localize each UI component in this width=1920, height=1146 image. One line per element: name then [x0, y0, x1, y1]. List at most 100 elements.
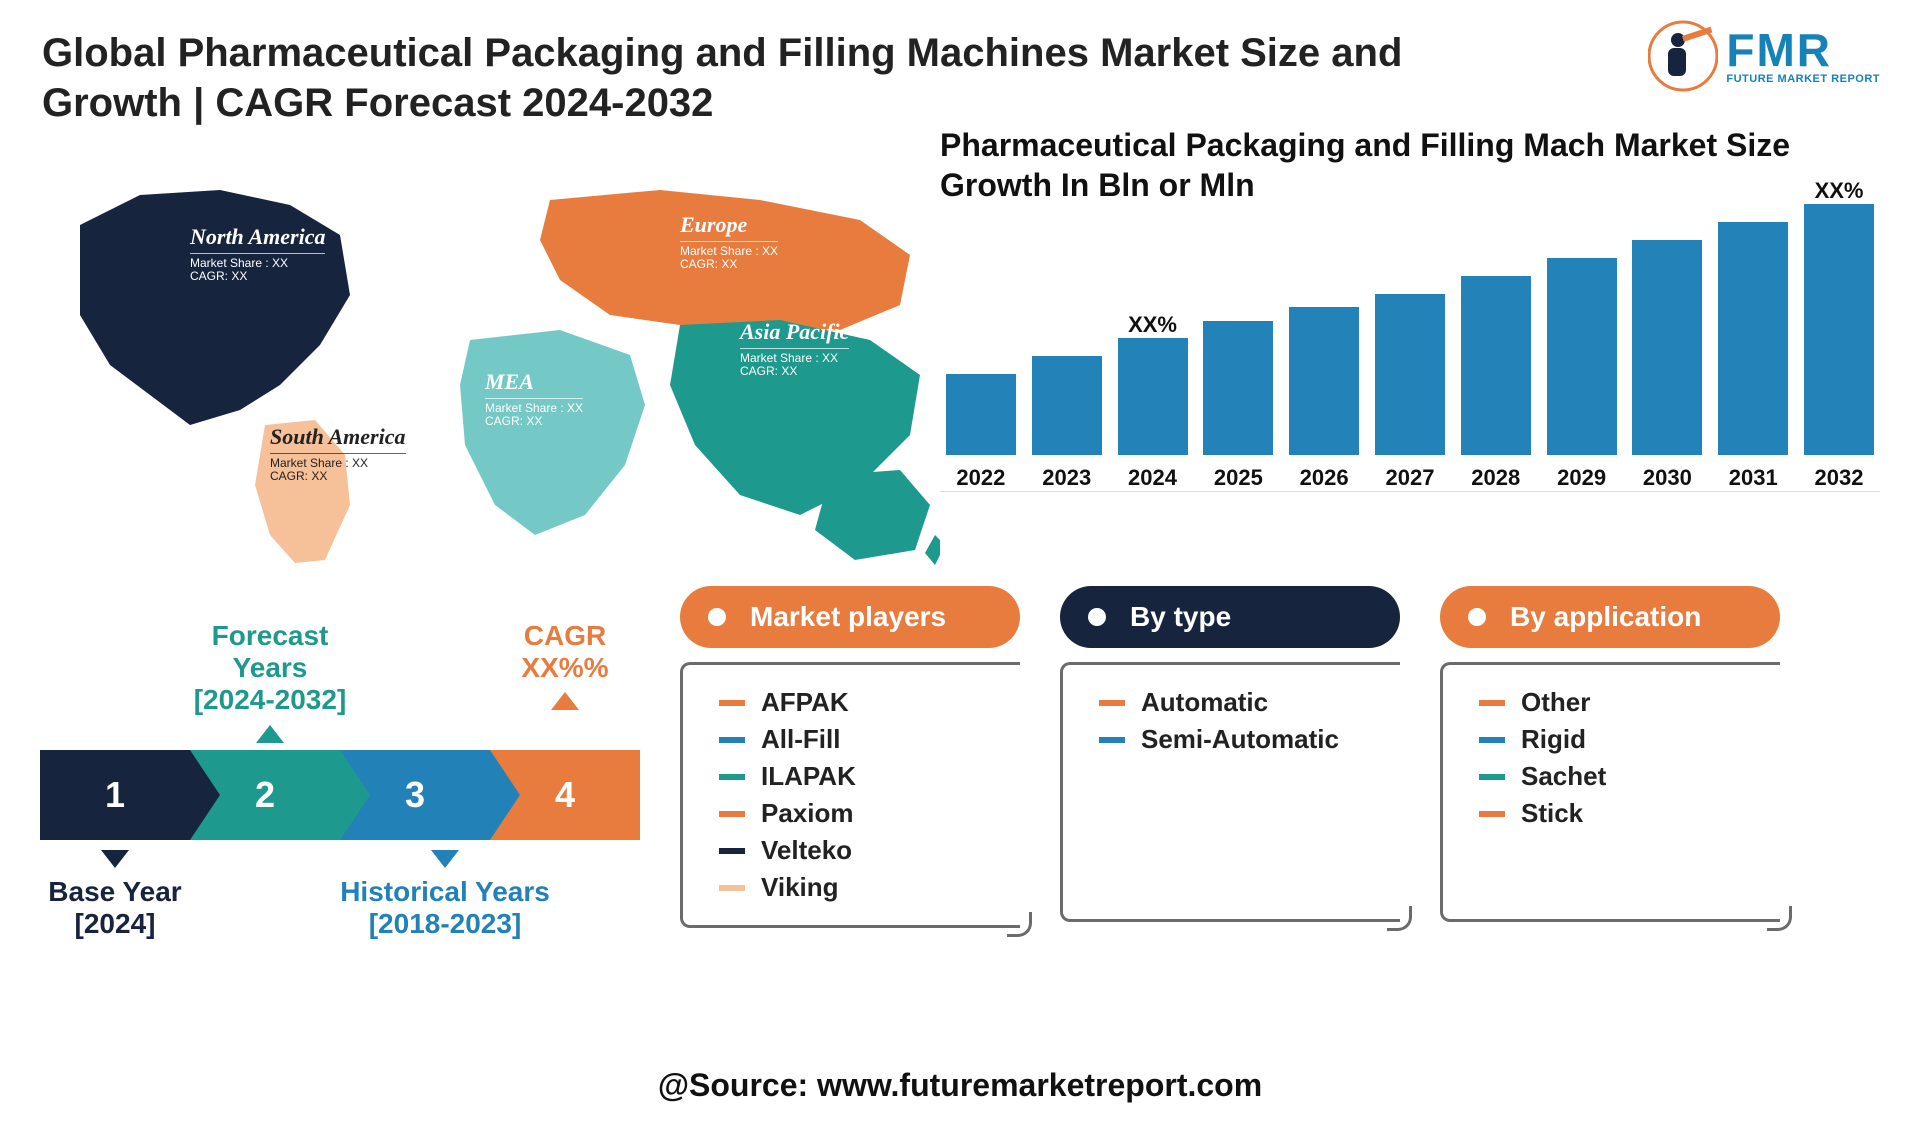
list-item: Velteko: [719, 835, 1010, 866]
market-players-header: Market players: [680, 586, 1020, 648]
source-line: @Source: www.futuremarketreport.com: [0, 1067, 1920, 1104]
bar-rect: [946, 374, 1016, 455]
bar-2026: 2026: [1287, 307, 1361, 491]
list-item: Stick: [1479, 798, 1770, 829]
timeline-segment-1: 1: [40, 750, 190, 840]
chart-title: Pharmaceutical Packaging and Filling Mac…: [940, 125, 1880, 205]
bar-2028: 2028: [1459, 276, 1533, 491]
bar-year-label: 2029: [1557, 465, 1606, 491]
growth-bar-chart: Pharmaceutical Packaging and Filling Mac…: [940, 125, 1880, 555]
bar-annotation: XX%: [1815, 178, 1864, 204]
bar-2022: 2022: [944, 374, 1018, 491]
dash-icon: [1479, 774, 1505, 780]
bar-year-label: 2032: [1815, 465, 1864, 491]
bar-2025: 2025: [1201, 321, 1275, 491]
bar-2029: 2029: [1545, 258, 1619, 491]
list-item: ILAPAK: [719, 761, 1010, 792]
timeline-strip: 1234: [40, 750, 640, 840]
bar-rect: [1118, 338, 1188, 455]
bar-2027: 2027: [1373, 294, 1447, 491]
logo-sub: FUTURE MARKET REPORT: [1726, 73, 1880, 85]
bar-year-label: 2025: [1214, 465, 1263, 491]
bar-year-label: 2022: [956, 465, 1005, 491]
bar-rect: [1203, 321, 1273, 455]
dash-icon: [1479, 737, 1505, 743]
up-triangle-icon: [551, 692, 579, 710]
bars-container: 20222023XX%20242025202620272028202920302…: [940, 217, 1880, 492]
list-item: Paxiom: [719, 798, 1010, 829]
dash-icon: [1479, 700, 1505, 706]
dot-icon: [1088, 608, 1106, 626]
forecast-label: Forecast Years [2024-2032]: [175, 620, 365, 743]
bar-rect: [1461, 276, 1531, 455]
dash-icon: [719, 885, 745, 891]
region-nz: [925, 535, 940, 565]
list-item: Viking: [719, 872, 1010, 903]
bar-rect: [1632, 240, 1702, 455]
dash-icon: [719, 848, 745, 854]
list-item: All-Fill: [719, 724, 1010, 755]
world-map: North America Market Share : XX CAGR: XX…: [40, 165, 940, 565]
title-text: Global Pharmaceutical Packaging and Fill…: [42, 28, 1462, 128]
list-item: Automatic: [1099, 687, 1390, 718]
dash-icon: [719, 774, 745, 780]
by-application-header: By application: [1440, 586, 1780, 648]
dash-icon: [719, 700, 745, 706]
label-europe: Europe Market Share : XX CAGR: XX: [680, 213, 778, 272]
region-australia: [815, 470, 930, 560]
by-type-section: By type Automatic Semi-Automatic: [1060, 586, 1400, 922]
bar-2032: XX%2032: [1802, 204, 1876, 491]
by-type-header: By type: [1060, 586, 1400, 648]
bar-year-label: 2028: [1471, 465, 1520, 491]
down-triangle-icon: [431, 850, 459, 868]
up-triangle-icon: [256, 725, 284, 743]
timeline-block: Forecast Years [2024-2032] CAGR XX%% 123…: [40, 620, 640, 1000]
bar-2031: 2031: [1716, 222, 1790, 491]
bar-year-label: 2031: [1729, 465, 1778, 491]
bar-year-label: 2024: [1128, 465, 1177, 491]
logo-abbr: FMR: [1726, 27, 1880, 73]
dash-icon: [719, 811, 745, 817]
bar-rect: [1289, 307, 1359, 455]
down-triangle-icon: [101, 850, 129, 868]
bar-year-label: 2030: [1643, 465, 1692, 491]
by-application-list: Other Rigid Sachet Stick: [1440, 662, 1780, 922]
list-item: Semi-Automatic: [1099, 724, 1390, 755]
by-application-section: By application Other Rigid Sachet Stick: [1440, 586, 1780, 922]
list-item: Other: [1479, 687, 1770, 718]
bar-rect: [1718, 222, 1788, 455]
list-item: Sachet: [1479, 761, 1770, 792]
bar-rect: [1547, 258, 1617, 455]
bar-year-label: 2023: [1042, 465, 1091, 491]
cagr-label: CAGR XX%%: [500, 620, 630, 710]
bar-2030: 2030: [1631, 240, 1705, 491]
dash-icon: [1099, 700, 1125, 706]
page-title: Global Pharmaceutical Packaging and Fill…: [42, 28, 1462, 128]
bar-2023: 2023: [1030, 356, 1104, 491]
bar-rect: [1375, 294, 1445, 455]
by-type-list: Automatic Semi-Automatic: [1060, 662, 1400, 922]
label-asia-pacific: Asia Pacific Market Share : XX CAGR: XX: [740, 320, 849, 379]
label-north-america: North America Market Share : XX CAGR: XX: [190, 225, 325, 284]
historical-years-label: Historical Years [2018-2023]: [315, 850, 575, 940]
base-year-label: Base Year [2024]: [30, 850, 200, 940]
bar-year-label: 2027: [1385, 465, 1434, 491]
list-item: Rigid: [1479, 724, 1770, 755]
label-mea: MEA Market Share : XX CAGR: XX: [485, 370, 583, 429]
bar-2024: XX%2024: [1116, 338, 1190, 491]
bar-year-label: 2026: [1300, 465, 1349, 491]
list-item: AFPAK: [719, 687, 1010, 718]
bar-rect: [1804, 204, 1874, 455]
dash-icon: [719, 737, 745, 743]
region-mea: [460, 330, 645, 535]
dash-icon: [1479, 811, 1505, 817]
dash-icon: [1099, 737, 1125, 743]
label-south-america: South America Market Share : XX CAGR: XX: [270, 425, 406, 484]
market-players-list: AFPAK All-Fill ILAPAK Paxiom Velteko Viking: [680, 662, 1020, 928]
bar-rect: [1032, 356, 1102, 455]
bar-annotation: XX%: [1128, 312, 1177, 338]
dot-icon: [1468, 608, 1486, 626]
telescope-person-icon: [1648, 18, 1718, 93]
dot-icon: [708, 608, 726, 626]
fmr-logo: FMR FUTURE MARKET REPORT: [1648, 18, 1880, 93]
